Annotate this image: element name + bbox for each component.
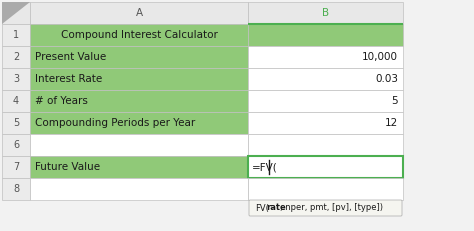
Text: 5: 5 bbox=[392, 96, 398, 106]
Text: 10,000: 10,000 bbox=[362, 52, 398, 62]
Text: , nper, pmt, [pv], [type]): , nper, pmt, [pv], [type]) bbox=[280, 204, 383, 213]
Text: Interest Rate: Interest Rate bbox=[35, 74, 102, 84]
Text: # of Years: # of Years bbox=[35, 96, 88, 106]
Bar bbox=[2, 24, 30, 46]
Text: 2: 2 bbox=[13, 52, 19, 62]
Text: B: B bbox=[322, 8, 329, 18]
Text: 8: 8 bbox=[13, 184, 19, 194]
Text: Present Value: Present Value bbox=[35, 52, 106, 62]
Text: Compounding Periods per Year: Compounding Periods per Year bbox=[35, 118, 195, 128]
Text: Future Value: Future Value bbox=[35, 162, 100, 172]
Bar bbox=[248, 134, 403, 156]
Bar bbox=[30, 178, 248, 200]
Polygon shape bbox=[2, 2, 30, 24]
Bar bbox=[2, 156, 30, 178]
Text: =FV(: =FV( bbox=[252, 162, 278, 172]
Bar bbox=[248, 68, 403, 90]
Bar bbox=[248, 178, 403, 200]
Bar bbox=[2, 178, 30, 200]
Bar bbox=[248, 90, 403, 112]
Bar bbox=[30, 90, 248, 112]
Bar bbox=[248, 2, 403, 24]
Text: 5: 5 bbox=[13, 118, 19, 128]
Text: 3: 3 bbox=[13, 74, 19, 84]
FancyBboxPatch shape bbox=[249, 200, 402, 216]
Bar bbox=[2, 134, 30, 156]
Bar bbox=[2, 112, 30, 134]
Bar bbox=[30, 24, 248, 46]
Bar bbox=[2, 90, 30, 112]
Text: FV(: FV( bbox=[255, 204, 269, 213]
Bar bbox=[30, 68, 248, 90]
Text: 7: 7 bbox=[13, 162, 19, 172]
Bar bbox=[248, 46, 403, 68]
Bar bbox=[248, 112, 403, 134]
Bar bbox=[2, 46, 30, 68]
Bar bbox=[30, 134, 248, 156]
Bar bbox=[30, 2, 248, 24]
Text: 4: 4 bbox=[13, 96, 19, 106]
Text: rate: rate bbox=[266, 204, 285, 213]
Bar bbox=[248, 156, 403, 178]
Text: 12: 12 bbox=[385, 118, 398, 128]
Bar bbox=[30, 112, 248, 134]
Text: 6: 6 bbox=[13, 140, 19, 150]
Bar bbox=[30, 156, 248, 178]
Text: 1: 1 bbox=[13, 30, 19, 40]
Bar bbox=[248, 24, 403, 46]
Bar bbox=[2, 2, 30, 24]
Text: Compound Interest Calculator: Compound Interest Calculator bbox=[61, 30, 218, 40]
Bar bbox=[2, 68, 30, 90]
Text: A: A bbox=[136, 8, 143, 18]
Text: 0.03: 0.03 bbox=[375, 74, 398, 84]
Bar bbox=[30, 46, 248, 68]
